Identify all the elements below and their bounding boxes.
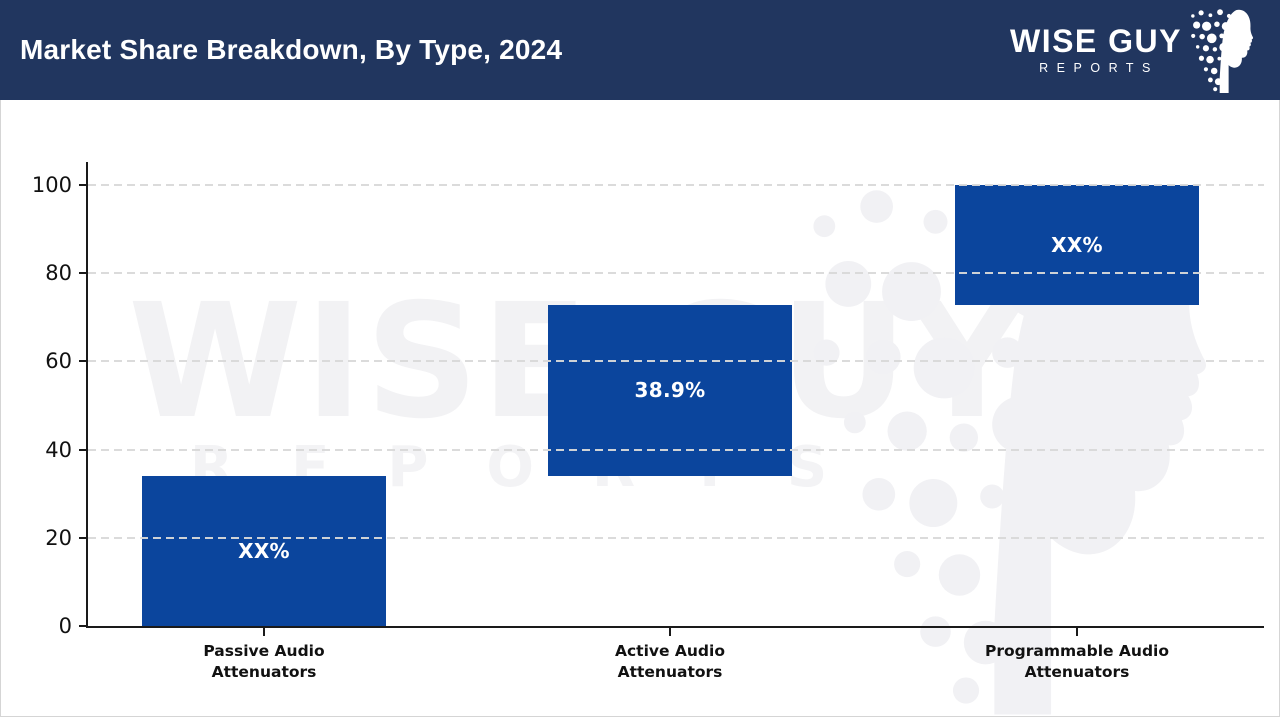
x-category-label-active-audio-attenuators: Active Audio Attenuators: [510, 641, 830, 683]
category-label-line: Attenuators: [617, 662, 723, 681]
bar-programmable-audio-attenuators: XX%: [955, 185, 1199, 305]
y-tick-label-0: 0: [58, 614, 72, 638]
logo-wordmark: WISE GUY: [1009, 23, 1182, 59]
y-tickmark-0: [79, 625, 86, 627]
chart-title: Market Share Breakdown, By Type, 2024: [20, 34, 563, 65]
category-label-line: Attenuators: [211, 662, 317, 681]
x-category-label-programmable-audio-attenuators: Programmable Audio Attenuators: [917, 641, 1237, 683]
gridline-20: [88, 536, 1264, 539]
y-tick-label-80: 80: [45, 261, 72, 286]
header-bar: Market Share Breakdown, By Type, 2024 WI…: [0, 0, 1280, 100]
y-tick-label-40: 40: [45, 437, 72, 462]
y-tickmark-60: [79, 360, 86, 363]
gridline-80: [88, 272, 1264, 275]
y-tickmark-80: [79, 272, 86, 275]
y-tick-label-20: 20: [45, 525, 72, 550]
x-axis: [86, 626, 1264, 628]
bar-passive-audio-attenuators: XX%: [142, 476, 386, 626]
y-tick-label-60: 60: [45, 349, 72, 374]
y-tickmark-100: [79, 184, 86, 186]
logo-subtext: REPORTS: [1039, 61, 1159, 75]
category-label-line: Passive Audio: [203, 642, 325, 660]
gridline-100: [88, 184, 1264, 186]
bar-value-label: 38.9%: [634, 378, 706, 403]
category-label-line: Attenuators: [1024, 662, 1130, 681]
x-category-label-passive-audio-attenuators: Passive Audio Attenuators: [104, 641, 424, 683]
y-axis: [86, 162, 88, 628]
y-tick-label-100: 100: [31, 173, 72, 197]
y-tickmark-20: [79, 536, 86, 539]
bar-value-label: XX%: [1051, 232, 1103, 257]
gridline-60: [88, 360, 1264, 363]
category-label-line: Active Audio: [614, 642, 725, 660]
y-tickmark-40: [79, 448, 86, 451]
bar-value-label: XX%: [238, 539, 290, 564]
wiseguy-logo: WISE GUY REPORTS: [1010, 7, 1254, 93]
bar-active-audio-attenuators: 38.9%: [548, 304, 792, 477]
x-tickmark-passive-audio-attenuators: [263, 628, 265, 636]
category-label-line: Programmable Audio: [984, 642, 1170, 660]
logo-text: WISE GUY REPORTS: [1010, 25, 1182, 75]
gridline-40: [88, 448, 1264, 451]
x-tickmark-active-audio-attenuators: [669, 628, 671, 636]
x-tickmark-programmable-audio-attenuators: [1076, 628, 1078, 636]
